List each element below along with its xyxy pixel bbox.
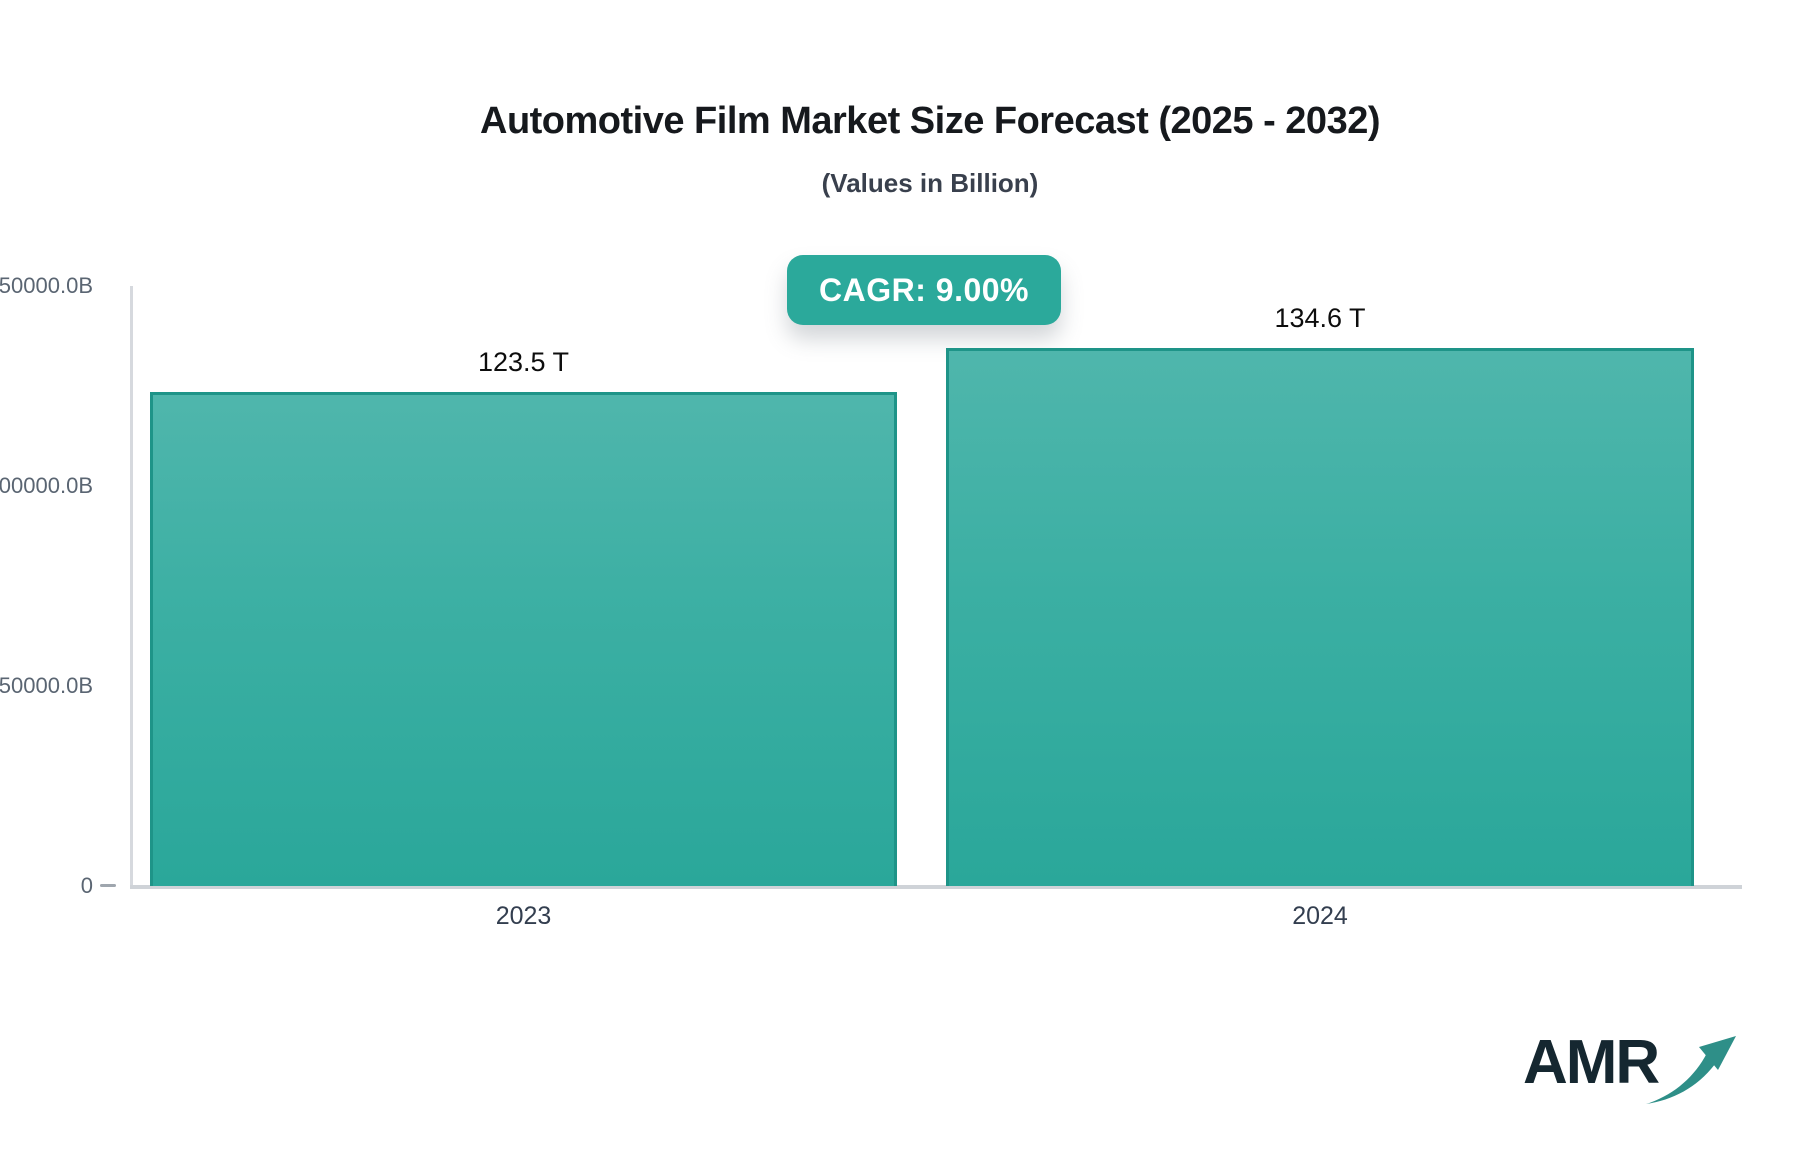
x-tick-label-2024: 2024 (1292, 902, 1348, 930)
amr-logo-text: AMR (1523, 1028, 1660, 1097)
y-axis-zero-tick (100, 884, 116, 887)
growth-arrow-icon (1646, 1036, 1737, 1104)
amr-logo: AMR (1523, 1032, 1744, 1112)
y-tick-label-0: 0 (80, 873, 93, 898)
y-tick-label-150000: 150000.0B (0, 273, 93, 298)
x-axis-line (130, 885, 1742, 889)
y-axis-line (130, 286, 133, 887)
bar-2023[interactable] (150, 392, 897, 886)
chart-title: Automotive Film Market Size Forecast (20… (480, 100, 1381, 142)
cagr-badge-label: CAGR: 9.00% (819, 271, 1029, 308)
bar-column-2024: 134.6 T (946, 303, 1694, 886)
y-tick-label-50000: 50000.0B (0, 673, 93, 698)
chart-subtitle: (Values in Billion) (821, 168, 1039, 198)
cagr-badge: CAGR: 9.00% (787, 255, 1061, 325)
bar-value-label-2024: 134.6 T (1274, 302, 1366, 333)
bar-2024[interactable] (946, 347, 1694, 886)
x-tick-label-2023: 2023 (495, 902, 552, 930)
bar-value-label-2023: 123.5 T (477, 347, 570, 377)
y-tick-label-100000: 100000.0B (0, 473, 93, 498)
bar-column-2023: 123.5 T (150, 347, 897, 886)
